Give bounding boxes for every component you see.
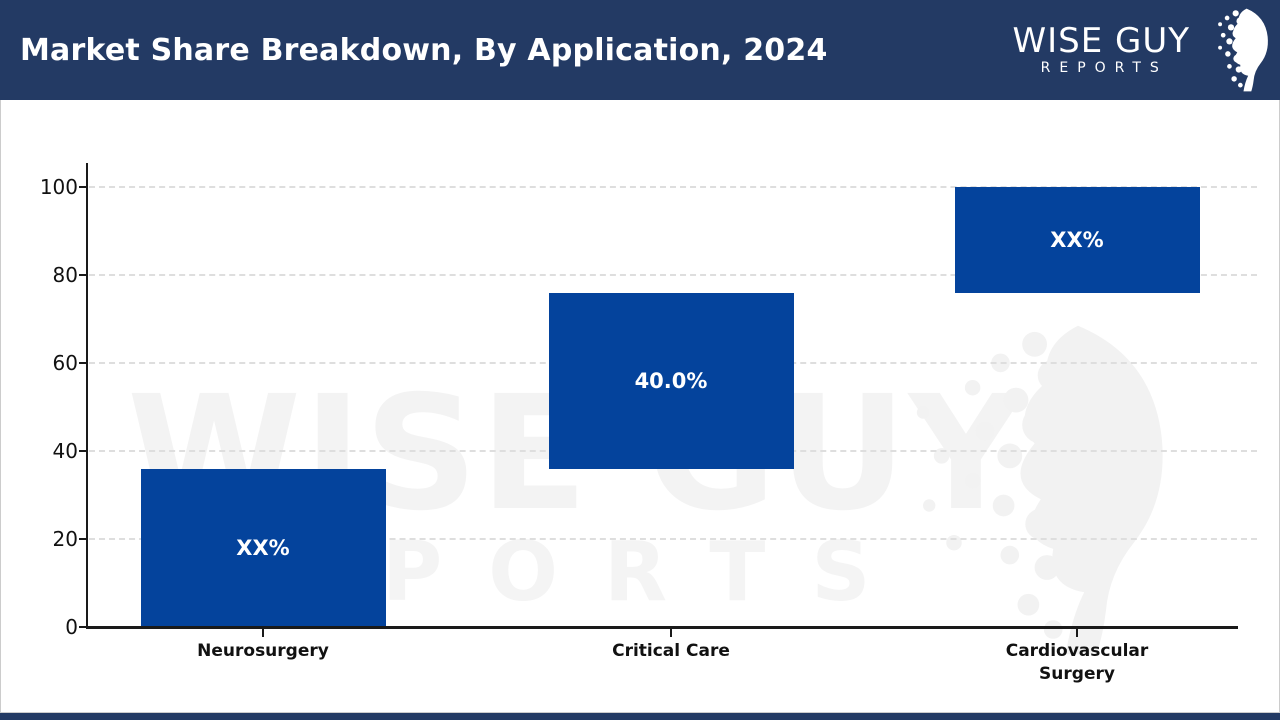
dotted-head-icon [1218,8,1268,92]
bar-value-label: 40.0% [634,368,708,393]
footer-bar [0,713,1280,720]
y-tick-label: 100 [39,175,78,199]
y-tick-label: 80 [52,263,78,287]
y-tick-mark [79,186,87,188]
brand-logo: WISE GUY REPORTS [1012,6,1280,94]
category-label: Neurosurgery [197,641,329,661]
y-tick-mark [79,538,87,540]
brand-subname: REPORTS [1040,59,1168,76]
y-tick-label: 40 [52,439,78,463]
bar-value-label: XX% [236,535,290,560]
page-title: Market Share Breakdown, By Application, … [20,32,828,68]
header-bar: Market Share Breakdown, By Application, … [0,0,1280,100]
bar-cardiovascular-surgery: XX% [954,187,1200,293]
category-label: Critical Care [612,641,730,661]
x-tick-mark [1076,628,1078,637]
brand-name: WISE GUY [1012,21,1190,62]
y-tick-mark [79,362,87,364]
bar-neurosurgery: XX% [140,468,386,627]
grid-line [89,538,1257,540]
category-label: Cardiovascular Surgery [1005,641,1149,684]
y-tick-mark [79,274,87,276]
x-axis-line [86,626,1238,629]
watermark-dotted-head [916,325,1163,655]
grid-line [89,186,1257,188]
x-tick-mark [670,628,672,637]
y-tick-label: 0 [65,615,78,639]
y-tick-mark [79,626,87,628]
y-tick-label: 60 [52,351,78,375]
y-axis-line [86,163,88,629]
grid-line [89,274,1257,276]
x-tick-mark [262,628,264,637]
brand-logo-text: WISE GUY REPORTS [1012,21,1190,76]
y-tick-mark [79,450,87,452]
y-tick-label: 20 [52,527,78,551]
bar-value-label: XX% [1050,227,1104,252]
bar-critical-care: 40.0% [548,292,794,469]
